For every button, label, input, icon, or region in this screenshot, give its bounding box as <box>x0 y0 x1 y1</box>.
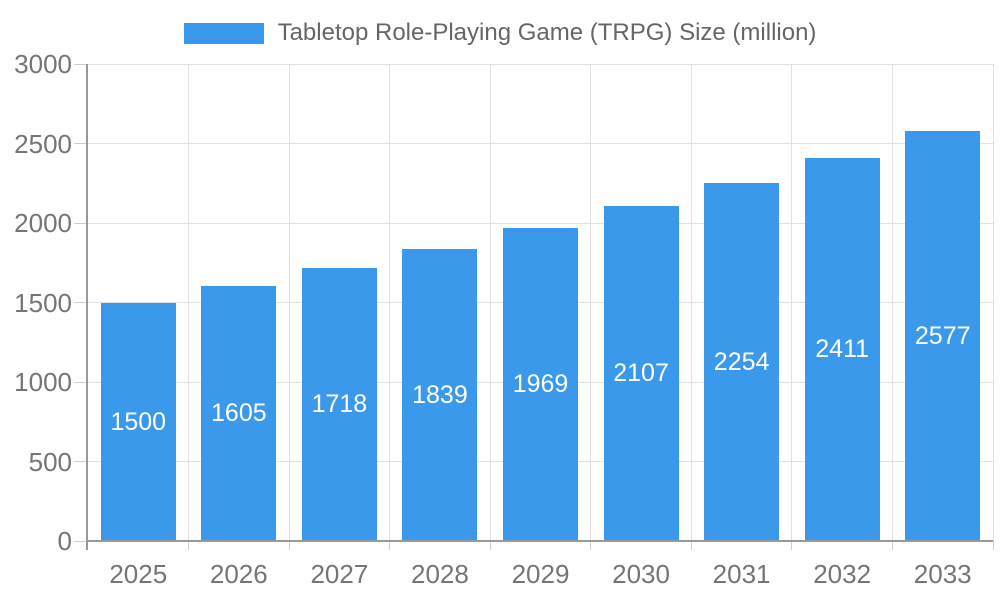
bar <box>301 267 377 541</box>
y-axis-tick-label: 3000 <box>14 49 72 79</box>
v-gridline <box>791 64 793 541</box>
x-axis-tick-label: 2027 <box>310 559 369 589</box>
v-gridline <box>590 64 592 541</box>
y-tick-mark <box>74 222 88 224</box>
bar <box>201 285 277 541</box>
bar <box>905 131 981 541</box>
x-axis-tick-label: 2032 <box>813 559 872 589</box>
bar-value-label: 2254 <box>713 347 770 376</box>
bar-value-label: 1969 <box>512 370 569 399</box>
bar <box>402 248 478 541</box>
legend-swatch <box>183 22 264 44</box>
bar-value-label: 2411 <box>815 335 870 364</box>
x-tick-mark <box>690 541 692 550</box>
v-gridline <box>389 64 391 541</box>
v-gridline <box>891 64 893 541</box>
bar-value-label: 1839 <box>412 380 468 409</box>
x-tick-mark <box>389 541 391 550</box>
y-axis-tick-label: 1000 <box>14 367 72 397</box>
y-axis-tick-label: 1500 <box>14 287 72 318</box>
bar <box>100 302 176 541</box>
v-gridline <box>489 64 491 541</box>
x-axis-tick-label: 2025 <box>109 559 168 589</box>
legend-label: Tabletop Role-Playing Game (TRPG) Size (… <box>277 19 817 46</box>
y-tick-mark <box>74 461 88 462</box>
bar-value-label: 1718 <box>311 390 368 419</box>
y-axis-tick-label: 2000 <box>14 208 72 238</box>
y-axis-tick-label: 500 <box>28 446 72 477</box>
h-gridline <box>88 63 993 65</box>
y-tick-mark <box>74 143 88 144</box>
x-tick-mark <box>288 541 290 550</box>
y-tick-mark <box>74 381 88 383</box>
bar-value-label: 2577 <box>914 322 971 351</box>
y-axis-tick-label: 0 <box>57 526 72 556</box>
v-gridline <box>992 64 994 541</box>
v-gridline <box>690 64 692 541</box>
x-tick-mark <box>992 541 994 550</box>
y-tick-mark <box>74 63 88 65</box>
x-tick-mark <box>188 541 190 550</box>
h-gridline <box>88 222 993 224</box>
h-gridline <box>88 143 993 144</box>
v-gridline <box>188 64 190 541</box>
x-axis-tick-label: 2030 <box>612 559 670 589</box>
legend: Tabletop Role-Playing Game (TRPG) Size (… <box>0 18 1000 48</box>
bar <box>503 227 578 541</box>
bar-value-label: 1605 <box>211 399 267 428</box>
x-axis-line <box>88 540 993 542</box>
x-tick-mark <box>590 541 592 550</box>
bar-value-label: 2107 <box>613 359 669 388</box>
x-tick-mark <box>489 541 491 550</box>
bar <box>804 157 880 541</box>
x-axis-tick-label: 2029 <box>511 559 570 589</box>
x-axis-tick-label: 2033 <box>913 559 972 589</box>
x-axis-tick-label: 2028 <box>411 559 469 589</box>
x-tick-mark <box>891 541 893 550</box>
v-gridline <box>288 64 290 541</box>
bar-value-label: 1500 <box>110 407 167 436</box>
y-tick-mark <box>74 540 88 542</box>
bar <box>704 182 780 541</box>
x-tick-mark <box>791 541 793 550</box>
x-axis-tick-label: 2026 <box>209 559 268 589</box>
y-tick-mark <box>74 302 88 303</box>
y-axis-tick-label: 2500 <box>14 128 72 159</box>
y-axis-line <box>86 64 88 550</box>
bar <box>603 205 679 541</box>
x-axis-tick-label: 2031 <box>712 559 771 589</box>
